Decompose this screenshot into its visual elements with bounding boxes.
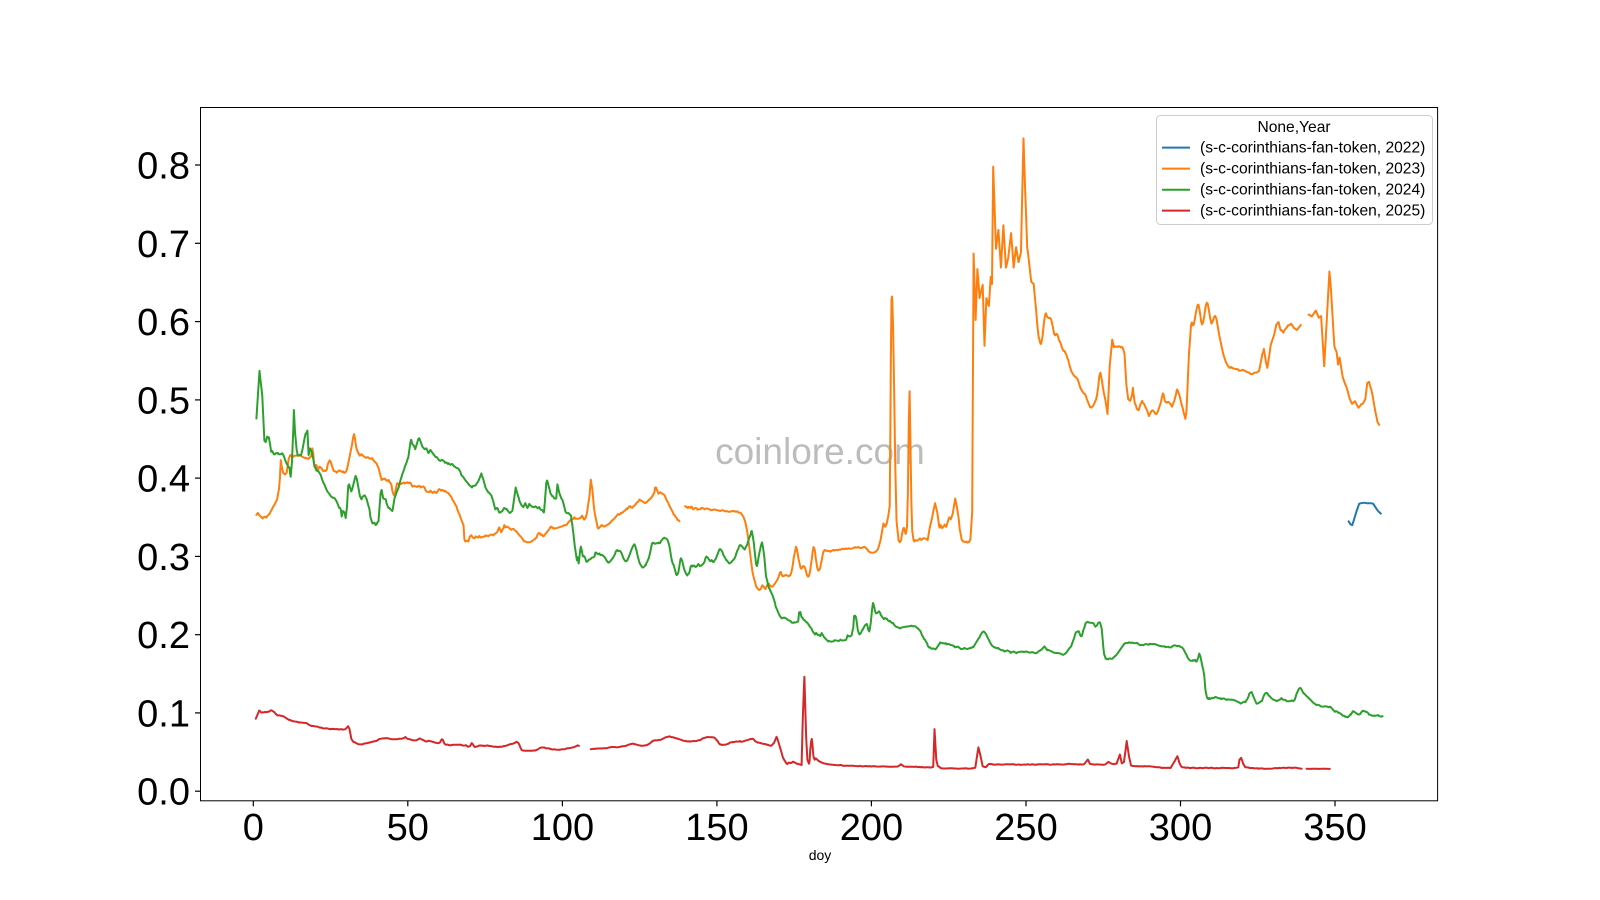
svg-text:0.2: 0.2 [137,615,190,657]
svg-text:None,Year: None,Year [1257,119,1330,136]
svg-text:300: 300 [1149,807,1212,849]
svg-text:0.4: 0.4 [137,459,190,501]
svg-text:0.7: 0.7 [137,224,190,266]
svg-text:(s-c-corinthians-fan-token, 20: (s-c-corinthians-fan-token, 2022) [1200,139,1425,156]
svg-text:50: 50 [387,807,429,849]
svg-text:100: 100 [531,807,594,849]
svg-text:250: 250 [994,807,1057,849]
svg-text:200: 200 [840,807,903,849]
svg-text:0.5: 0.5 [137,380,190,422]
svg-text:350: 350 [1303,807,1366,849]
svg-text:0.6: 0.6 [137,302,190,344]
svg-text:(s-c-corinthians-fan-token, 20: (s-c-corinthians-fan-token, 2023) [1200,160,1425,177]
svg-text:(s-c-corinthians-fan-token, 20: (s-c-corinthians-fan-token, 2024) [1200,182,1425,199]
svg-text:0.0: 0.0 [137,772,190,814]
svg-text:0.1: 0.1 [137,693,190,735]
svg-text:0.8: 0.8 [137,146,190,188]
svg-text:coinlore.com: coinlore.com [715,431,925,472]
svg-text:(s-c-corinthians-fan-token, 20: (s-c-corinthians-fan-token, 2025) [1200,202,1425,219]
svg-text:0: 0 [243,807,264,849]
svg-text:doy: doy [809,847,832,863]
svg-text:0.3: 0.3 [137,537,190,579]
svg-text:150: 150 [685,807,748,849]
